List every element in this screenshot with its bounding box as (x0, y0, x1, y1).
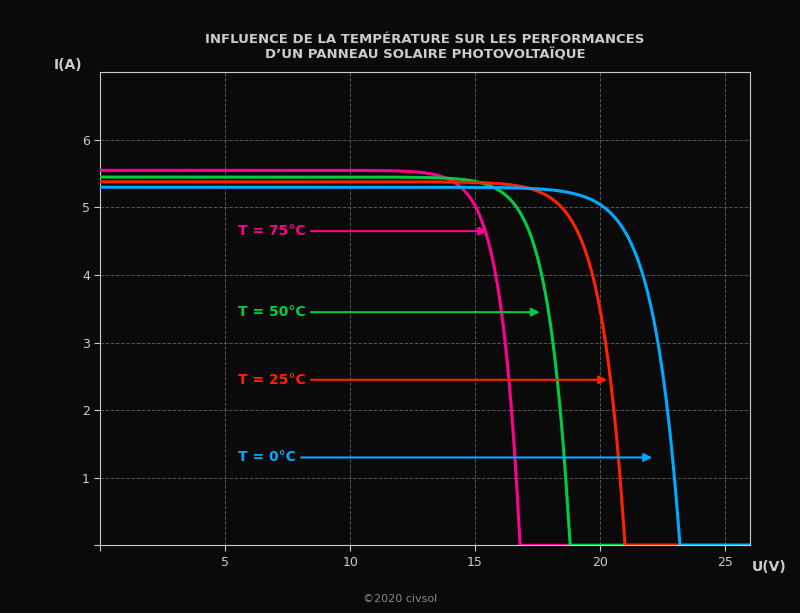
Text: T = 25°C: T = 25°C (238, 373, 605, 387)
Title: INFLUENCE DE LA TEMPÉRATURE SUR LES PERFORMANCES
D’UN PANNEAU SOLAIRE PHOTOVOLTA: INFLUENCE DE LA TEMPÉRATURE SUR LES PERF… (206, 33, 645, 61)
Text: ©2020 civsol: ©2020 civsol (363, 594, 437, 604)
Text: T = 50°C: T = 50°C (238, 305, 538, 319)
X-axis label: U(V): U(V) (752, 560, 786, 574)
Text: T = 75°C: T = 75°C (238, 224, 485, 238)
Y-axis label: I(A): I(A) (54, 58, 82, 72)
Text: T = 0°C: T = 0°C (238, 451, 650, 465)
